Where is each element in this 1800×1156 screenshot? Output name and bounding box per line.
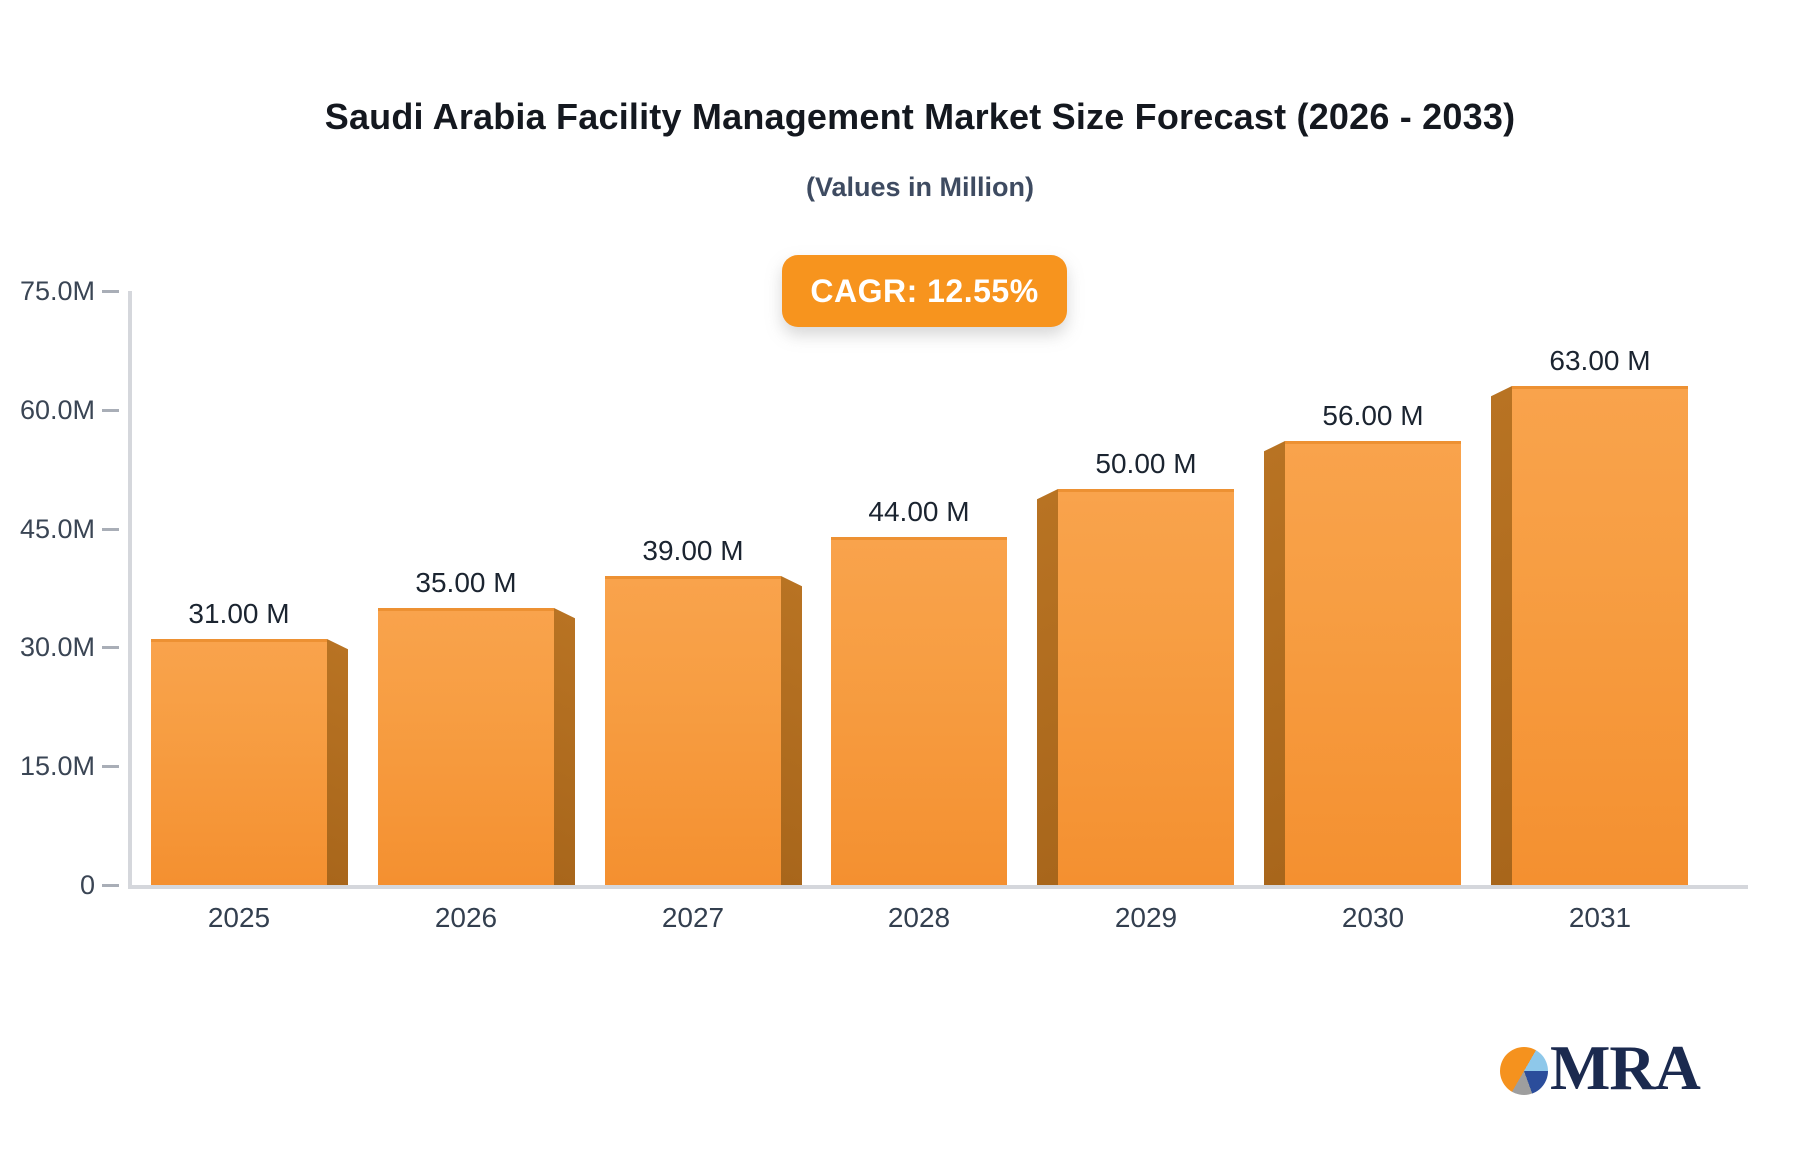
cagr-badge: CAGR: 12.55% — [782, 255, 1067, 327]
bar-value-label: 63.00 M — [1549, 345, 1651, 376]
y-axis-tick — [102, 527, 119, 531]
y-axis-label: 30.0M — [19, 632, 95, 663]
plot-area: 31.00 M 35.00 M 39.00 M 44.00 M 50.00 M 56.00… — [151, 345, 1688, 885]
bar-3d-side — [781, 576, 802, 885]
bar-3d-side — [1037, 489, 1058, 885]
bar-3d-side — [1264, 441, 1285, 885]
x-axis-label-2027: 2027 — [661, 902, 725, 933]
bar-3d-side — [554, 608, 575, 885]
bar-2027[interactable] — [605, 576, 781, 885]
bar-value-label: 56.00 M — [1322, 400, 1424, 431]
x-axis-baseline — [128, 885, 1748, 889]
bar-2028[interactable] — [831, 537, 1007, 885]
bar-2031[interactable] — [1512, 386, 1688, 885]
y-axis-tick — [102, 290, 119, 293]
y-axis-label: 75.0M — [19, 276, 95, 306]
x-axis-label-2025: 2025 — [207, 902, 271, 933]
bar-value-label: 50.00 M — [1095, 448, 1197, 479]
y-axis-label: 60.0M — [19, 394, 95, 425]
x-axis-label-2031: 2031 — [1568, 902, 1632, 933]
bar-3d-side — [327, 639, 348, 885]
y-axis-line — [128, 291, 132, 889]
cagr-badge-label: CAGR: 12.55% — [810, 272, 1039, 309]
x-axis-label-2029: 2029 — [1114, 902, 1178, 933]
bar-value-label: 39.00 M — [642, 535, 744, 566]
y-axis-label: 15.0M — [19, 751, 95, 782]
x-axis-label-2028: 2028 — [887, 902, 951, 933]
x-axis-label-2030: 2030 — [1341, 902, 1405, 933]
bar-3d-side — [1491, 386, 1512, 885]
y-axis-tick — [102, 765, 119, 769]
y-axis-tick — [102, 646, 119, 650]
bar-2026[interactable] — [378, 608, 554, 885]
pie-chart-logo-icon — [1500, 1047, 1548, 1095]
mra-logo: MRA — [1500, 1032, 1701, 1103]
y-axis-label: 0 — [79, 870, 95, 900]
chart-subtitle: (Values in Million) — [805, 172, 1035, 202]
x-axis-label-2026: 2026 — [434, 902, 498, 933]
chart-title: Saudi Arabia Facility Management Market … — [324, 96, 1516, 137]
logo-text: MRA — [1550, 1032, 1701, 1103]
bar-2030[interactable] — [1285, 441, 1461, 885]
bar-2025[interactable] — [151, 639, 327, 885]
bar-value-label: 35.00 M — [415, 567, 517, 598]
y-axis-tick — [102, 408, 119, 412]
bar-value-label: 44.00 M — [868, 496, 970, 527]
bar-2029[interactable] — [1058, 489, 1234, 885]
y-axis-tick — [102, 884, 119, 887]
y-axis-label: 45.0M — [19, 513, 95, 544]
bar-value-label: 31.00 M — [188, 598, 290, 629]
